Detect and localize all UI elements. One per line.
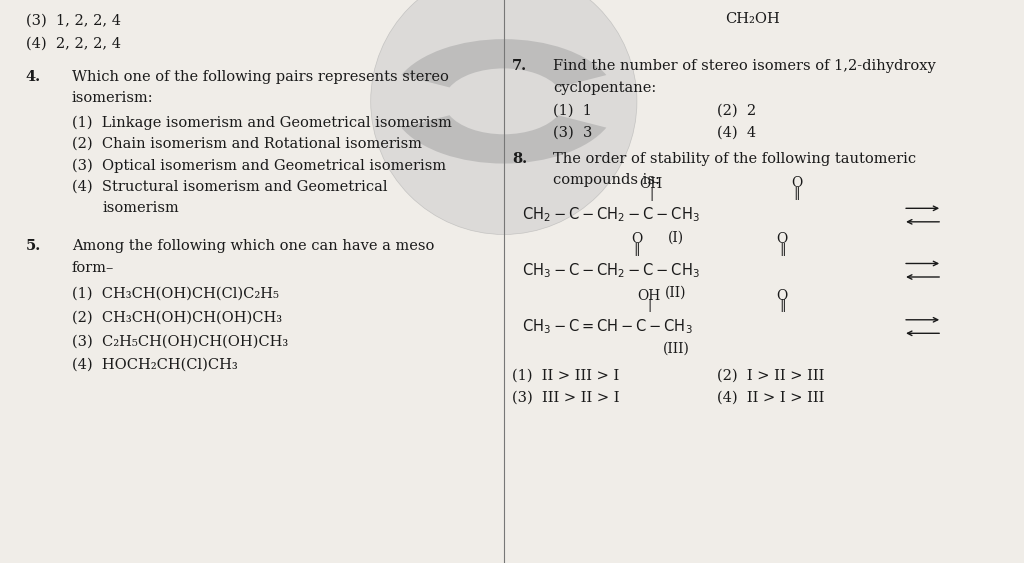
Text: (1)  1: (1) 1	[553, 104, 592, 118]
Text: (3)  III > II > I: (3) III > II > I	[512, 390, 620, 404]
Text: isomerism: isomerism	[102, 201, 179, 215]
Text: (I): (I)	[668, 231, 684, 245]
Text: $\mathrm{CH_2-C-CH_2-C-CH_3}$: $\mathrm{CH_2-C-CH_2-C-CH_3}$	[522, 205, 700, 225]
Text: ‖: ‖	[779, 243, 785, 256]
Text: (II): (II)	[666, 285, 686, 300]
Text: O: O	[632, 232, 642, 246]
Text: form–: form–	[72, 261, 114, 275]
Text: (1)  CH₃CH(OH)CH(Cl)C₂H₅: (1) CH₃CH(OH)CH(Cl)C₂H₅	[72, 287, 279, 301]
Text: Among the following which one can have a meso: Among the following which one can have a…	[72, 239, 434, 253]
Text: (3)  3: (3) 3	[553, 126, 592, 140]
Text: O: O	[777, 289, 787, 303]
Text: 4.: 4.	[26, 70, 41, 84]
Text: |: |	[647, 300, 651, 312]
Text: |: |	[649, 188, 653, 201]
Wedge shape	[401, 115, 606, 163]
Text: 7.: 7.	[512, 59, 527, 73]
Text: The order of stability of the following tautomeric: The order of stability of the following …	[553, 152, 916, 166]
Text: $\mathrm{CH_3-C{=}CH-C-CH_3}$: $\mathrm{CH_3-C{=}CH-C-CH_3}$	[522, 317, 693, 336]
Text: (3)  C₂H₅CH(OH)CH(OH)CH₃: (3) C₂H₅CH(OH)CH(OH)CH₃	[72, 334, 288, 348]
Text: (4)  4: (4) 4	[717, 126, 756, 140]
Text: ‖: ‖	[779, 300, 785, 312]
Text: (2)  I > II > III: (2) I > II > III	[717, 369, 824, 383]
Text: compounds is:: compounds is:	[553, 173, 659, 187]
Text: 8.: 8.	[512, 152, 527, 166]
Text: (1)  II > III > I: (1) II > III > I	[512, 369, 620, 383]
Text: (2)  Chain isomerism and Rotational isomerism: (2) Chain isomerism and Rotational isome…	[72, 137, 422, 151]
Text: isomerism:: isomerism:	[72, 91, 154, 105]
Text: (3)  Optical isomerism and Geometrical isomerism: (3) Optical isomerism and Geometrical is…	[72, 158, 445, 173]
Wedge shape	[401, 39, 606, 87]
Text: (3)  1, 2, 2, 4: (3) 1, 2, 2, 4	[26, 14, 121, 28]
Text: (4)  HOCH₂CH(Cl)CH₃: (4) HOCH₂CH(Cl)CH₃	[72, 358, 238, 372]
Text: (4)  II > I > III: (4) II > I > III	[717, 390, 824, 404]
Text: Find the number of stereo isomers of 1,2-dihydroxy: Find the number of stereo isomers of 1,2…	[553, 59, 936, 73]
Text: (4)  2, 2, 2, 4: (4) 2, 2, 2, 4	[26, 37, 121, 51]
Text: (1)  Linkage isomerism and Geometrical isomerism: (1) Linkage isomerism and Geometrical is…	[72, 115, 452, 130]
Text: cyclopentane:: cyclopentane:	[553, 81, 656, 95]
Text: 5.: 5.	[26, 239, 41, 253]
Text: $\mathrm{CH_3-C-CH_2-C-CH_3}$: $\mathrm{CH_3-C-CH_2-C-CH_3}$	[522, 261, 700, 280]
Text: (4)  Structural isomerism and Geometrical: (4) Structural isomerism and Geometrical	[72, 180, 387, 194]
Text: Which one of the following pairs represents stereo: Which one of the following pairs represe…	[72, 70, 449, 84]
Text: O: O	[792, 176, 802, 190]
Text: O: O	[777, 232, 787, 246]
Text: (III): (III)	[663, 342, 689, 356]
Text: ‖: ‖	[634, 243, 640, 256]
Text: OH: OH	[640, 177, 663, 191]
Text: (2)  2: (2) 2	[717, 104, 756, 118]
Ellipse shape	[371, 0, 637, 234]
Text: (2)  CH₃CH(OH)CH(OH)CH₃: (2) CH₃CH(OH)CH(OH)CH₃	[72, 311, 282, 325]
Text: OH: OH	[638, 289, 660, 303]
Text: ‖: ‖	[794, 187, 800, 200]
Text: CH₂OH: CH₂OH	[725, 12, 780, 26]
